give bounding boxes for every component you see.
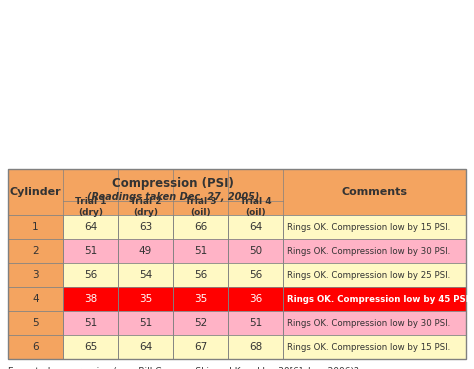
Text: 56: 56 [249,270,262,280]
FancyBboxPatch shape [8,169,466,215]
FancyBboxPatch shape [283,263,466,287]
Text: 51: 51 [194,246,207,256]
Text: 68: 68 [249,342,262,352]
FancyBboxPatch shape [228,215,283,239]
Text: 64: 64 [249,222,262,232]
Text: 56: 56 [194,270,207,280]
FancyBboxPatch shape [8,215,63,239]
FancyBboxPatch shape [8,239,63,263]
Text: Compression (PSI): Compression (PSI) [112,176,234,190]
FancyBboxPatch shape [283,335,466,359]
FancyBboxPatch shape [118,335,173,359]
FancyBboxPatch shape [8,287,63,311]
Text: Trial 1
(dry): Trial 1 (dry) [75,197,106,217]
Text: Rings OK. Compression low by 45 PSI!: Rings OK. Compression low by 45 PSI! [287,294,473,303]
Text: 35: 35 [139,294,152,304]
FancyBboxPatch shape [118,311,173,335]
Text: 56: 56 [84,270,97,280]
Text: Rings OK. Compression low by 15 PSI.: Rings OK. Compression low by 15 PSI. [287,342,450,352]
Text: Rings OK. Compression low by 15 PSI.: Rings OK. Compression low by 15 PSI. [287,223,450,231]
Text: 4: 4 [32,294,39,304]
FancyBboxPatch shape [118,215,173,239]
FancyBboxPatch shape [173,311,228,335]
FancyBboxPatch shape [283,239,466,263]
FancyBboxPatch shape [63,263,118,287]
FancyBboxPatch shape [63,239,118,263]
Text: 52: 52 [194,318,207,328]
Text: Trial 3
(oil): Trial 3 (oil) [185,197,216,217]
Text: 51: 51 [249,318,262,328]
Text: 3: 3 [32,270,39,280]
FancyBboxPatch shape [173,287,228,311]
FancyBboxPatch shape [228,287,283,311]
Text: 51: 51 [84,246,97,256]
Text: 35: 35 [194,294,207,304]
Text: 65: 65 [84,342,97,352]
Text: 36: 36 [249,294,262,304]
FancyBboxPatch shape [173,215,228,239]
FancyBboxPatch shape [283,215,466,239]
Text: Rings OK. Compression low by 30 PSI.: Rings OK. Compression low by 30 PSI. [287,318,450,328]
Text: Rings OK. Compression low by 25 PSI.: Rings OK. Compression low by 25 PSI. [287,270,450,279]
FancyBboxPatch shape [228,263,283,287]
Text: 66: 66 [194,222,207,232]
Text: 64: 64 [139,342,152,352]
Text: 5: 5 [32,318,39,328]
Text: 67: 67 [194,342,207,352]
Text: (Readings taken Dec. 27, 2005): (Readings taken Dec. 27, 2005) [87,192,259,202]
Text: Comments: Comments [341,187,408,197]
Text: 54: 54 [139,270,152,280]
Text: 38: 38 [84,294,97,304]
Text: 63: 63 [139,222,152,232]
Text: 64: 64 [84,222,97,232]
FancyBboxPatch shape [118,239,173,263]
FancyBboxPatch shape [173,239,228,263]
Text: 1: 1 [32,222,39,232]
Text: Trial 4
(oil): Trial 4 (oil) [240,197,271,217]
FancyBboxPatch shape [173,263,228,287]
FancyBboxPatch shape [63,215,118,239]
Text: 51: 51 [139,318,152,328]
FancyBboxPatch shape [228,335,283,359]
FancyBboxPatch shape [8,263,63,287]
Text: Cylinder: Cylinder [9,187,61,197]
FancyBboxPatch shape [63,311,118,335]
FancyBboxPatch shape [228,239,283,263]
FancyBboxPatch shape [8,335,63,359]
FancyBboxPatch shape [63,287,118,311]
FancyBboxPatch shape [283,287,466,311]
Text: Rings OK. Compression low by 30 PSI.: Rings OK. Compression low by 30 PSI. [287,246,450,255]
FancyBboxPatch shape [8,311,63,335]
Text: 6: 6 [32,342,39,352]
FancyBboxPatch shape [228,311,283,335]
FancyBboxPatch shape [118,263,173,287]
Text: 51: 51 [84,318,97,328]
FancyBboxPatch shape [118,287,173,311]
Text: 50: 50 [249,246,262,256]
FancyBboxPatch shape [173,335,228,359]
FancyBboxPatch shape [283,311,466,335]
Text: 2: 2 [32,246,39,256]
Text: Trial 2
(dry): Trial 2 (dry) [130,197,161,217]
Text: Expected compression (see, Bill Cannon, Skinned Knuckles 30[6], Jan. 2006)?: Expected compression (see, Bill Cannon, … [8,367,359,369]
FancyBboxPatch shape [63,335,118,359]
Text: 49: 49 [139,246,152,256]
